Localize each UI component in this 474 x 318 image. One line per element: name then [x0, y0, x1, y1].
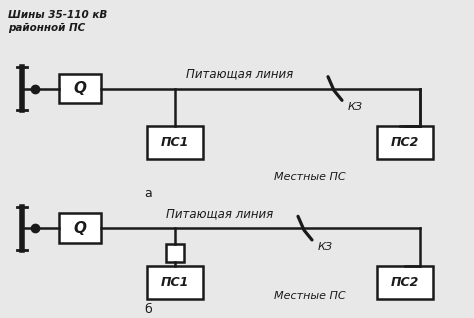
Text: Питающая линия: Питающая линия — [166, 207, 273, 220]
Bar — [59, 213, 101, 243]
Text: Шины 35-110 кВ
районной ПС: Шины 35-110 кВ районной ПС — [8, 10, 107, 33]
Text: ПС2: ПС2 — [391, 276, 419, 289]
Bar — [377, 126, 433, 159]
Bar — [147, 266, 203, 299]
Bar — [147, 126, 203, 159]
Text: а: а — [144, 187, 152, 200]
Text: КЗ: КЗ — [348, 102, 363, 112]
Text: ПС1: ПС1 — [161, 136, 189, 149]
Text: Q: Q — [73, 221, 86, 236]
Text: Местные ПС: Местные ПС — [274, 291, 346, 301]
Bar — [377, 266, 433, 299]
Bar — [166, 244, 184, 262]
Text: Местные ПС: Местные ПС — [274, 172, 346, 182]
Bar — [59, 74, 101, 103]
Text: б: б — [144, 303, 152, 316]
Text: КЗ: КЗ — [318, 242, 333, 252]
Text: ПС2: ПС2 — [391, 136, 419, 149]
Text: Питающая линия: Питающая линия — [186, 68, 293, 81]
Text: Q: Q — [73, 81, 86, 96]
Text: ПС1: ПС1 — [161, 276, 189, 289]
